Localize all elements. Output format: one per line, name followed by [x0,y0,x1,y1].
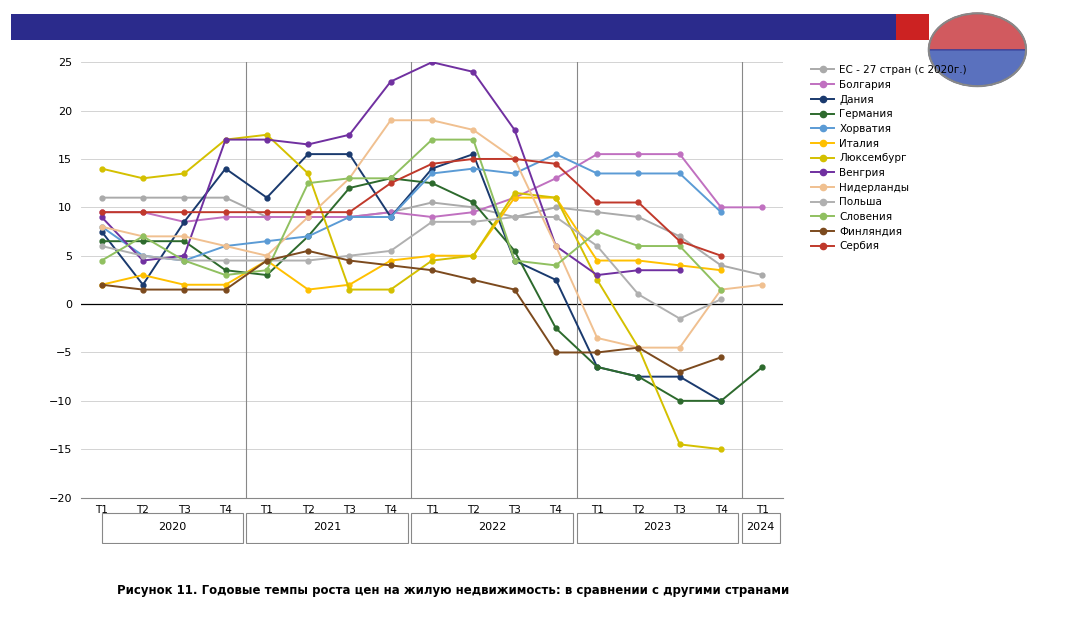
Bar [896,14,929,40]
Text: Рисунок 11. Годовые темпы роста цен на жилую недвижимость: в сравнении с другими: Рисунок 11. Годовые темпы роста цен на ж… [118,584,789,597]
Text: 2023: 2023 [644,522,672,532]
Bar [742,514,780,542]
Legend: ЕС - 27 стран (с 2020г.), Болгария, Дания, Германия, Хорватия, Италия, Люксембур: ЕС - 27 стран (с 2020г.), Болгария, Дани… [809,63,969,254]
Bar [246,514,408,542]
Bar [411,514,573,542]
Circle shape [929,13,1026,86]
Text: 2021: 2021 [313,522,341,532]
Wedge shape [929,14,1026,50]
Bar [11,14,896,40]
Bar [102,514,243,542]
Text: 2024: 2024 [746,522,774,532]
Text: 2020: 2020 [158,522,187,532]
Text: 2022: 2022 [478,522,507,532]
Wedge shape [929,50,1026,86]
Bar [577,514,739,542]
